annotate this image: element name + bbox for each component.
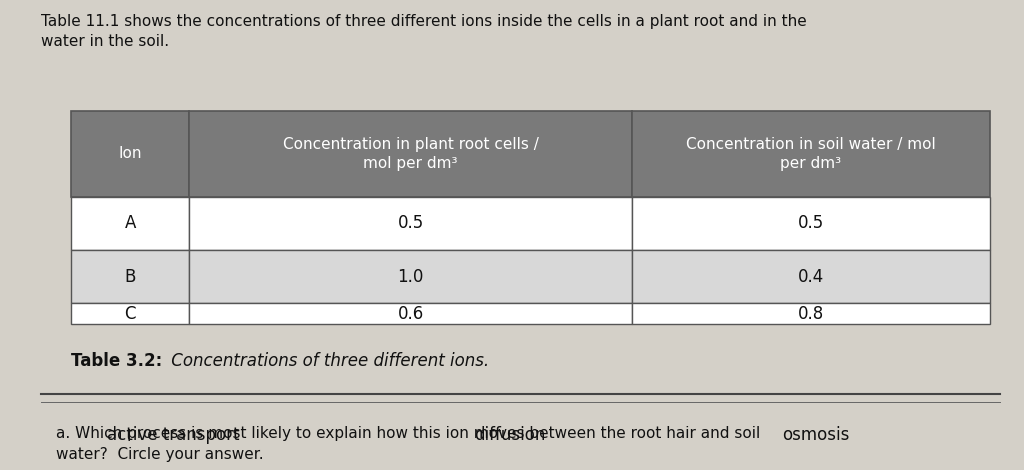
FancyBboxPatch shape xyxy=(633,197,989,250)
FancyBboxPatch shape xyxy=(633,303,989,324)
Text: Ion: Ion xyxy=(119,147,141,161)
Text: diffusion: diffusion xyxy=(474,426,546,445)
Text: osmosis: osmosis xyxy=(782,426,850,445)
FancyBboxPatch shape xyxy=(633,250,989,303)
Text: 0.4: 0.4 xyxy=(798,267,824,286)
Text: B: B xyxy=(124,267,136,286)
Text: Table 3.2:: Table 3.2: xyxy=(72,352,163,370)
Text: 0.5: 0.5 xyxy=(397,214,424,232)
Text: 0.5: 0.5 xyxy=(798,214,824,232)
FancyBboxPatch shape xyxy=(188,250,633,303)
Text: active transport: active transport xyxy=(108,426,240,445)
Text: Concentration in plant root cells /
mol per dm³: Concentration in plant root cells / mol … xyxy=(283,137,539,171)
Text: Table 11.1 shows the concentrations of three different ions inside the cells in : Table 11.1 shows the concentrations of t… xyxy=(41,14,807,49)
Text: A: A xyxy=(124,214,136,232)
FancyBboxPatch shape xyxy=(72,250,188,303)
FancyBboxPatch shape xyxy=(72,111,188,197)
Text: 0.6: 0.6 xyxy=(397,305,424,322)
FancyBboxPatch shape xyxy=(188,111,633,197)
Text: a. Which process is most likely to explain how this ion moves between the root h: a. Which process is most likely to expla… xyxy=(56,426,761,462)
Text: 0.8: 0.8 xyxy=(798,305,824,322)
Text: Concentration in soil water / mol
per dm³: Concentration in soil water / mol per dm… xyxy=(686,137,936,171)
FancyBboxPatch shape xyxy=(188,197,633,250)
FancyBboxPatch shape xyxy=(633,111,989,197)
FancyBboxPatch shape xyxy=(72,197,188,250)
FancyBboxPatch shape xyxy=(72,303,188,324)
Text: 1.0: 1.0 xyxy=(397,267,424,286)
FancyBboxPatch shape xyxy=(188,303,633,324)
Text: C: C xyxy=(124,305,136,322)
Text: Concentrations of three different ions.: Concentrations of three different ions. xyxy=(166,352,489,370)
